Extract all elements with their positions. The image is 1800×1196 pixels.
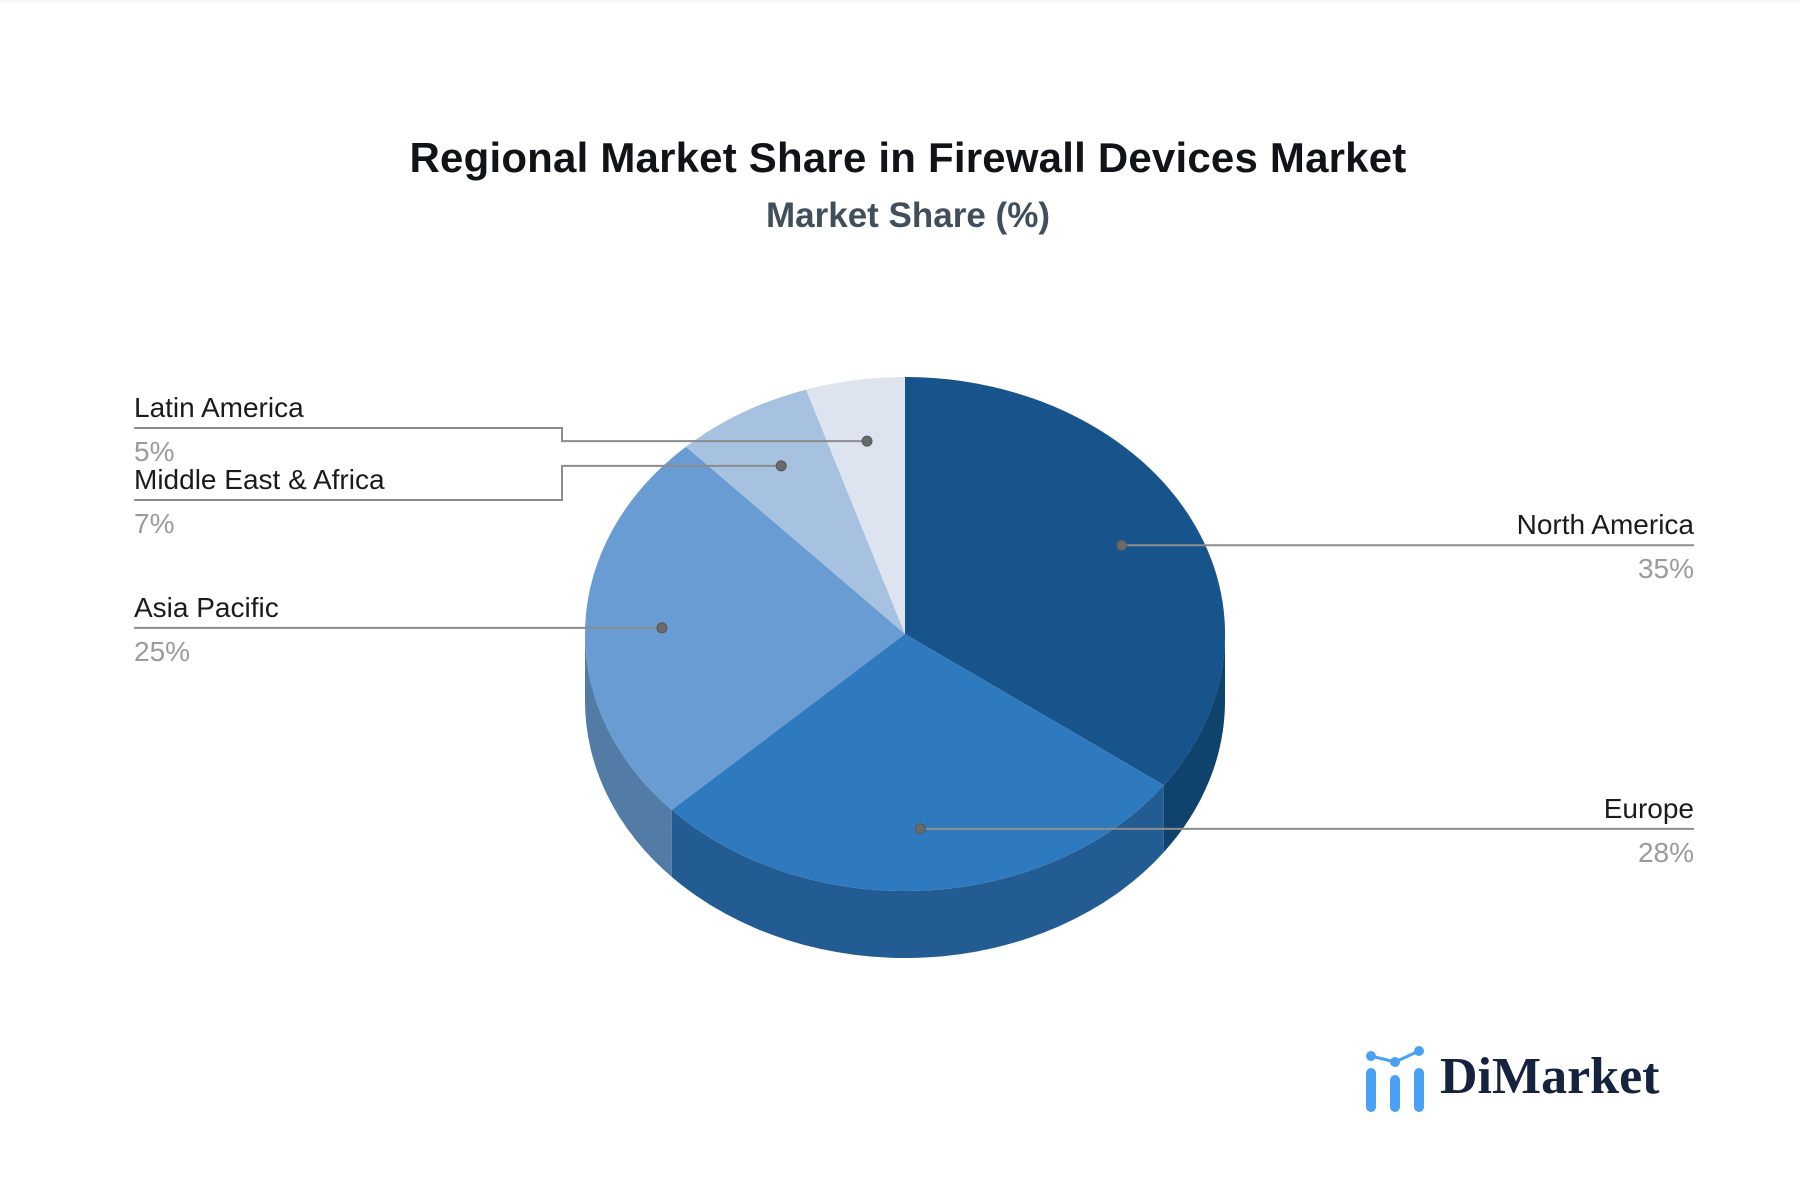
chart-subtitle: Market Share (%) bbox=[766, 196, 1050, 235]
slice-percent: 7% bbox=[134, 508, 175, 539]
connector-dot-latin-america bbox=[861, 435, 873, 447]
connector-dot-north-america bbox=[1116, 539, 1128, 551]
pie-slice-side-asia-pacific bbox=[585, 634, 672, 877]
logo-text: DiMarket bbox=[1440, 1048, 1660, 1105]
pie-slice-side-europe bbox=[671, 785, 1164, 959]
slice-label-latin-america: Latin America 5% bbox=[134, 391, 564, 469]
slice-name: Middle East & Africa bbox=[134, 464, 385, 495]
slice-name: North America bbox=[1516, 509, 1694, 540]
pie-slices bbox=[585, 377, 1226, 892]
pie-slice-side-north-america bbox=[1163, 634, 1226, 853]
slice-label-north-america: North America 35% bbox=[1264, 508, 1694, 586]
pie-slice-asia-pacific[interactable] bbox=[585, 446, 905, 810]
connector-dot-asia-pacific bbox=[656, 622, 668, 634]
dimarket-logo: DiMarket bbox=[1366, 1042, 1659, 1112]
slice-percent: 25% bbox=[134, 636, 191, 667]
label-connector-latin-america bbox=[134, 427, 867, 443]
pie-slice-europe[interactable] bbox=[671, 634, 1164, 892]
pie-3d-sides bbox=[585, 634, 1226, 959]
top-edge-line bbox=[0, 0, 1800, 2]
pie-slice-north-america[interactable] bbox=[905, 377, 1226, 786]
slice-name: Asia Pacific bbox=[134, 592, 279, 623]
slice-name: Latin America bbox=[134, 392, 304, 423]
bar-chart-trend-icon bbox=[1366, 1046, 1424, 1112]
slice-label-europe: Europe 28% bbox=[1264, 792, 1694, 870]
slice-percent: 35% bbox=[1637, 553, 1694, 584]
chart-title: Regional Market Share in Firewall Device… bbox=[409, 134, 1407, 181]
slice-percent: 28% bbox=[1637, 837, 1694, 868]
slice-name: Europe bbox=[1603, 793, 1694, 824]
label-connector-middle-east-africa bbox=[134, 464, 782, 501]
label-connectors bbox=[134, 427, 1694, 835]
connector-dot-europe bbox=[914, 823, 926, 835]
slice-percent: 5% bbox=[134, 436, 175, 467]
slice-label-middle-east-africa: Middle East & Africa 7% bbox=[134, 463, 564, 541]
slice-label-asia-pacific: Asia Pacific 25% bbox=[134, 591, 564, 669]
pie-slice-middle-east-africa[interactable] bbox=[685, 389, 905, 634]
connector-dot-middle-east-africa bbox=[775, 460, 787, 472]
